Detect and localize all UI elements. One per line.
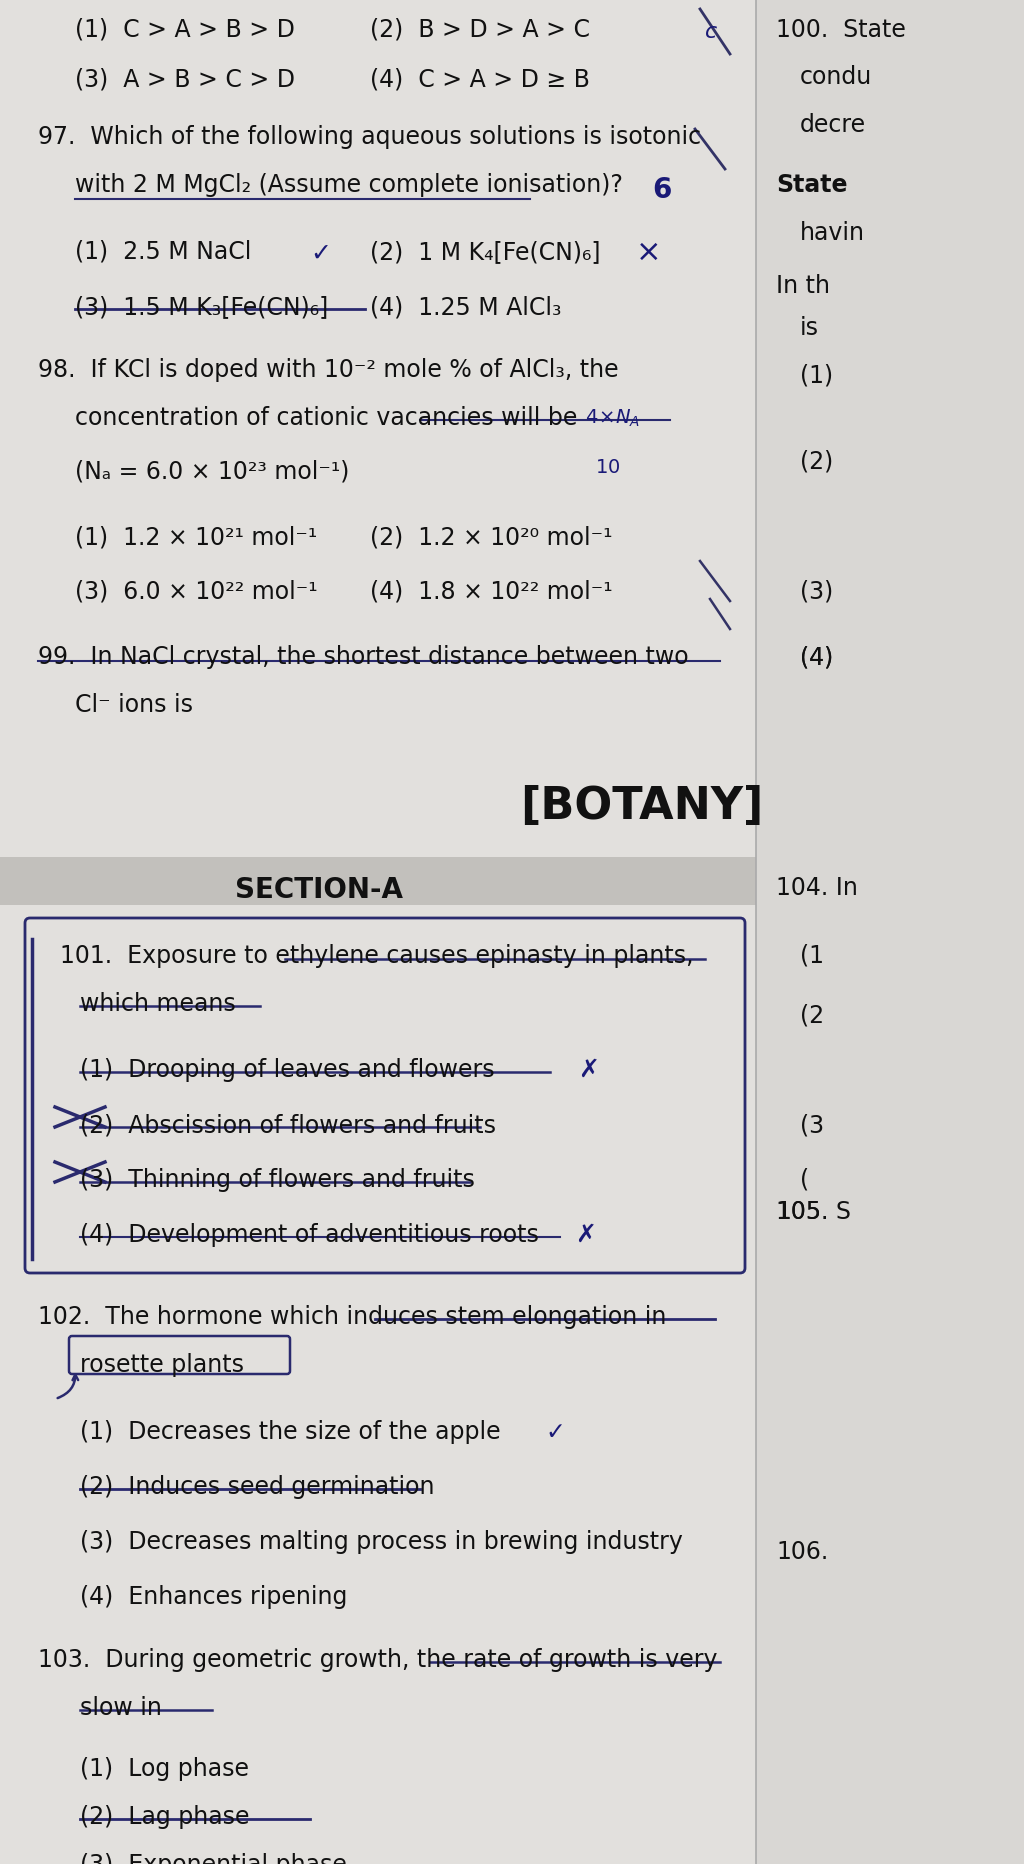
Text: (1: (1 bbox=[800, 943, 824, 967]
Bar bbox=[0, 0, 756, 1864]
Text: rosette plants: rosette plants bbox=[80, 1351, 244, 1376]
Text: (1)  Decreases the size of the apple: (1) Decreases the size of the apple bbox=[80, 1419, 501, 1443]
Text: (3)  Thinning of flowers and fruits: (3) Thinning of flowers and fruits bbox=[80, 1167, 475, 1191]
Text: (2: (2 bbox=[800, 1003, 824, 1027]
Text: ×: × bbox=[636, 239, 662, 267]
Text: slow in: slow in bbox=[80, 1694, 162, 1719]
Text: (1)  2.5 M NaCl: (1) 2.5 M NaCl bbox=[75, 240, 251, 265]
Text: SECTION-A: SECTION-A bbox=[234, 876, 403, 904]
Text: (4)  Enhances ripening: (4) Enhances ripening bbox=[80, 1584, 347, 1609]
Text: which means: which means bbox=[80, 992, 236, 1016]
Text: In th: In th bbox=[776, 274, 830, 298]
Text: with 2 M MgCl₂ (Assume complete ionisation)?: with 2 M MgCl₂ (Assume complete ionisati… bbox=[75, 173, 623, 198]
Text: (4)  C > A > D ≥ B: (4) C > A > D ≥ B bbox=[370, 67, 590, 91]
Text: $4\!\times\!N_A$: $4\!\times\!N_A$ bbox=[585, 408, 640, 429]
Text: ✓: ✓ bbox=[545, 1419, 565, 1443]
Text: (1)  Log phase: (1) Log phase bbox=[80, 1756, 249, 1780]
Text: 101.  Exposure to ethylene causes epinasty in plants,: 101. Exposure to ethylene causes epinast… bbox=[60, 943, 693, 967]
Text: (: ( bbox=[800, 1167, 809, 1191]
Text: (2)  Abscission of flowers and fruits: (2) Abscission of flowers and fruits bbox=[80, 1113, 496, 1137]
Text: 103.  During geometric growth, the rate of growth is very: 103. During geometric growth, the rate o… bbox=[38, 1648, 718, 1672]
Text: (1)  C > A > B > D: (1) C > A > B > D bbox=[75, 19, 295, 43]
Text: is: is bbox=[800, 315, 819, 339]
Text: [BOTANY]: [BOTANY] bbox=[520, 785, 763, 828]
Text: 98.  If KCl is doped with 10⁻² mole % of AlCl₃, the: 98. If KCl is doped with 10⁻² mole % of … bbox=[38, 358, 618, 382]
Text: (2)  1.2 × 10²⁰ mol⁻¹: (2) 1.2 × 10²⁰ mol⁻¹ bbox=[370, 526, 612, 548]
Text: Cl⁻ ions is: Cl⁻ ions is bbox=[75, 693, 193, 716]
Text: (2): (2) bbox=[800, 449, 834, 473]
Text: (4)  1.8 × 10²² mol⁻¹: (4) 1.8 × 10²² mol⁻¹ bbox=[370, 580, 612, 604]
Text: 106.: 106. bbox=[776, 1540, 828, 1564]
Text: 104. In: 104. In bbox=[776, 876, 858, 900]
Text: ✗: ✗ bbox=[575, 1223, 596, 1247]
Text: 105. S: 105. S bbox=[776, 1199, 851, 1223]
Text: 97.  Which of the following aqueous solutions is isotonic: 97. Which of the following aqueous solut… bbox=[38, 125, 701, 149]
Text: (2)  1 M K₄[Fe(CN)₆]: (2) 1 M K₄[Fe(CN)₆] bbox=[370, 240, 600, 265]
Text: ✓: ✓ bbox=[310, 242, 331, 267]
Text: (4): (4) bbox=[800, 645, 834, 669]
Text: (3: (3 bbox=[800, 1113, 824, 1137]
Text: 99.  In NaCl crystal, the shortest distance between two: 99. In NaCl crystal, the shortest distan… bbox=[38, 645, 688, 669]
Text: (4)  1.25 M AlCl₃: (4) 1.25 M AlCl₃ bbox=[370, 295, 561, 319]
Bar bbox=[756, 0, 1024, 1864]
Text: decre: decre bbox=[800, 114, 866, 136]
Text: (4)  Development of adventitious roots: (4) Development of adventitious roots bbox=[80, 1223, 539, 1247]
Text: condu: condu bbox=[800, 65, 872, 89]
Text: (3)  Decreases malting process in brewing industry: (3) Decreases malting process in brewing… bbox=[80, 1528, 683, 1553]
Text: (1)  1.2 × 10²¹ mol⁻¹: (1) 1.2 × 10²¹ mol⁻¹ bbox=[75, 526, 317, 548]
Text: 102.  The hormone which induces stem elongation in: 102. The hormone which induces stem elon… bbox=[38, 1305, 667, 1329]
Text: (3)  1.5 M K₃[Fe(CN)₆]: (3) 1.5 M K₃[Fe(CN)₆] bbox=[75, 295, 329, 319]
Text: (1)  Drooping of leaves and flowers: (1) Drooping of leaves and flowers bbox=[80, 1057, 495, 1081]
Text: (2)  Induces seed germination: (2) Induces seed germination bbox=[80, 1474, 434, 1499]
Text: (1): (1) bbox=[800, 363, 834, 388]
Text: ✗: ✗ bbox=[578, 1057, 599, 1081]
Text: c: c bbox=[705, 22, 717, 43]
Text: (3)  6.0 × 10²² mol⁻¹: (3) 6.0 × 10²² mol⁻¹ bbox=[75, 580, 317, 604]
Text: $10$: $10$ bbox=[595, 459, 621, 477]
Text: havin: havin bbox=[800, 220, 865, 244]
Text: State: State bbox=[776, 173, 848, 198]
Text: (2)  Lag phase: (2) Lag phase bbox=[80, 1804, 250, 1829]
Text: (3)  A > B > C > D: (3) A > B > C > D bbox=[75, 67, 295, 91]
Bar bbox=[0, 857, 756, 906]
Text: (3): (3) bbox=[800, 580, 834, 604]
Text: (2)  B > D > A > C: (2) B > D > A > C bbox=[370, 19, 590, 43]
Text: 6: 6 bbox=[652, 175, 672, 203]
Text: 100.  State: 100. State bbox=[776, 19, 906, 43]
Text: (3)  Exponential phase: (3) Exponential phase bbox=[80, 1853, 347, 1864]
Text: (4): (4) bbox=[800, 645, 834, 669]
Text: (Nₐ = 6.0 × 10²³ mol⁻¹): (Nₐ = 6.0 × 10²³ mol⁻¹) bbox=[75, 460, 349, 485]
Text: concentration of cationic vacancies will be: concentration of cationic vacancies will… bbox=[75, 406, 578, 431]
Text: 105.: 105. bbox=[776, 1199, 828, 1223]
